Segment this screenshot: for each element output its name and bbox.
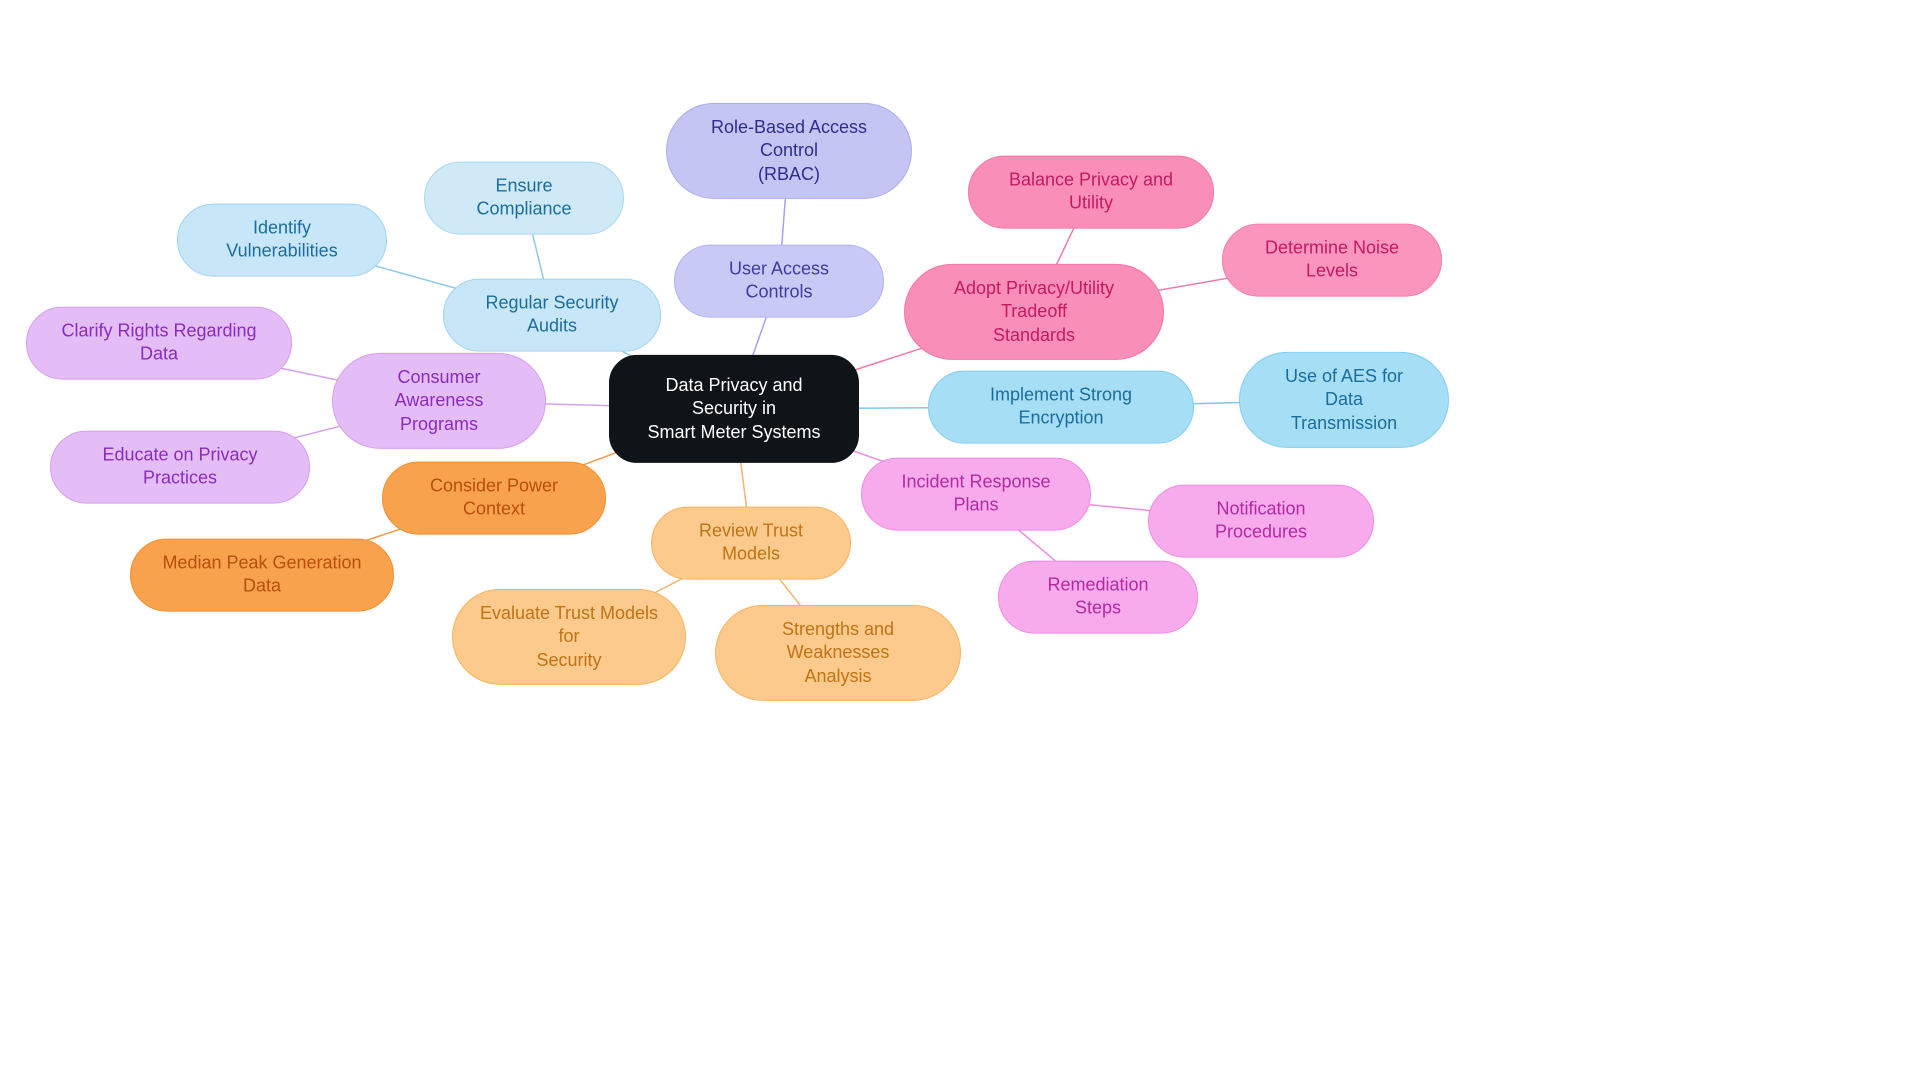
- node-b2: User Access Controls: [674, 245, 884, 318]
- node-b1c1: Ensure Compliance: [424, 162, 624, 235]
- node-b1c2: Identify Vulnerabilities: [177, 204, 387, 277]
- node-b3c1: Balance Privacy and Utility: [968, 156, 1214, 229]
- node-b3: Adopt Privacy/Utility Tradeoff Standards: [904, 264, 1164, 360]
- mindmap-canvas: Data Privacy and Security in Smart Meter…: [0, 0, 1920, 1083]
- node-b5c2: Remediation Steps: [998, 561, 1198, 634]
- node-b6c2: Strengths and Weaknesses Analysis: [715, 605, 961, 701]
- node-b2c1: Role-Based Access Control (RBAC): [666, 103, 912, 199]
- node-b5c1: Notification Procedures: [1148, 485, 1374, 558]
- node-b6: Review Trust Models: [651, 507, 851, 580]
- node-b3c2: Determine Noise Levels: [1222, 224, 1442, 297]
- node-b8c2: Educate on Privacy Practices: [50, 431, 310, 504]
- node-b6c1: Evaluate Trust Models for Security: [452, 589, 686, 685]
- node-b8c1: Clarify Rights Regarding Data: [26, 307, 292, 380]
- node-b7: Consider Power Context: [382, 462, 606, 535]
- node-b4: Implement Strong Encryption: [928, 371, 1194, 444]
- node-b1: Regular Security Audits: [443, 279, 661, 352]
- node-b5: Incident Response Plans: [861, 458, 1091, 531]
- node-b8: Consumer Awareness Programs: [332, 353, 546, 449]
- node-root: Data Privacy and Security in Smart Meter…: [609, 355, 859, 463]
- node-b4c1: Use of AES for Data Transmission: [1239, 352, 1449, 448]
- node-b7c1: Median Peak Generation Data: [130, 539, 394, 612]
